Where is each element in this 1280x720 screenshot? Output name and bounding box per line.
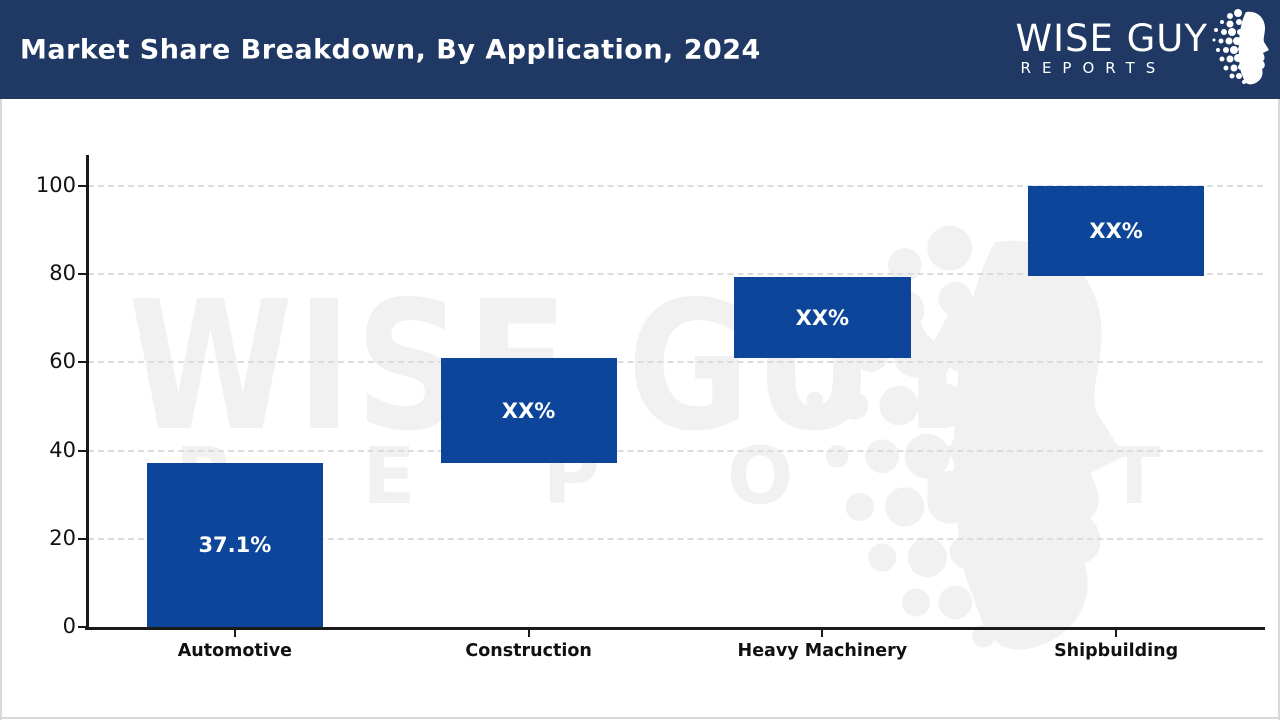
x-category-label: Heavy Machinery	[737, 641, 908, 661]
y-axis	[86, 155, 89, 629]
wiseguy-logo: WISE GUY REPORTS	[1016, 7, 1270, 89]
y-tick-label: 40	[49, 437, 76, 462]
page-border-left	[0, 99, 2, 720]
bar-heavy-machinery: XX%	[734, 277, 911, 358]
logo-wordmark: WISE GUY	[1015, 16, 1208, 60]
gridline-y100	[88, 185, 1263, 187]
gridline-y60	[88, 361, 1263, 364]
bar-value-label: XX%	[501, 398, 556, 423]
y-tick-0	[78, 626, 88, 628]
bar-value-label: 37.1%	[198, 533, 272, 558]
bar-value-label: XX%	[1089, 218, 1143, 243]
gridline-y20	[88, 537, 1263, 540]
dotted-head-icon	[1210, 7, 1270, 89]
logo-text: WISE GUY REPORTS	[1015, 16, 1208, 78]
bar-shipbuilding: XX%	[1028, 186, 1205, 276]
y-tick-80	[78, 273, 88, 276]
y-tick-label: 20	[49, 525, 76, 550]
gridline-y80	[88, 273, 1263, 276]
x-category-label: Shipbuilding	[1054, 641, 1179, 661]
x-category-label: Construction	[465, 641, 592, 661]
gridline-y40	[88, 449, 1263, 452]
page-border-bottom	[0, 717, 1280, 719]
logo-subtitle: REPORTS	[1020, 59, 1167, 78]
x-axis	[85, 627, 1265, 630]
y-tick-label: 60	[49, 349, 76, 374]
y-tick-label: 80	[49, 261, 76, 286]
x-tick-2	[821, 629, 824, 637]
bar-construction: XX%	[440, 357, 617, 464]
y-tick-label: 0	[62, 614, 76, 638]
x-tick-3	[1115, 629, 1118, 637]
page-border-right	[1278, 99, 1280, 720]
y-tick-60	[78, 361, 88, 364]
x-category-label: Automotive	[177, 641, 293, 661]
y-tick-label: 100	[35, 173, 76, 197]
bar-automotive: 37.1%	[146, 463, 323, 627]
x-tick-0	[233, 629, 236, 637]
page-title: Market Share Breakdown, By Application, …	[20, 34, 761, 65]
y-tick-20	[78, 537, 88, 540]
x-tick-1	[527, 629, 530, 637]
y-tick-100	[78, 185, 88, 187]
header-bar: Market Share Breakdown, By Application, …	[0, 0, 1280, 99]
bar-value-label: XX%	[795, 305, 850, 330]
y-tick-40	[78, 449, 88, 452]
